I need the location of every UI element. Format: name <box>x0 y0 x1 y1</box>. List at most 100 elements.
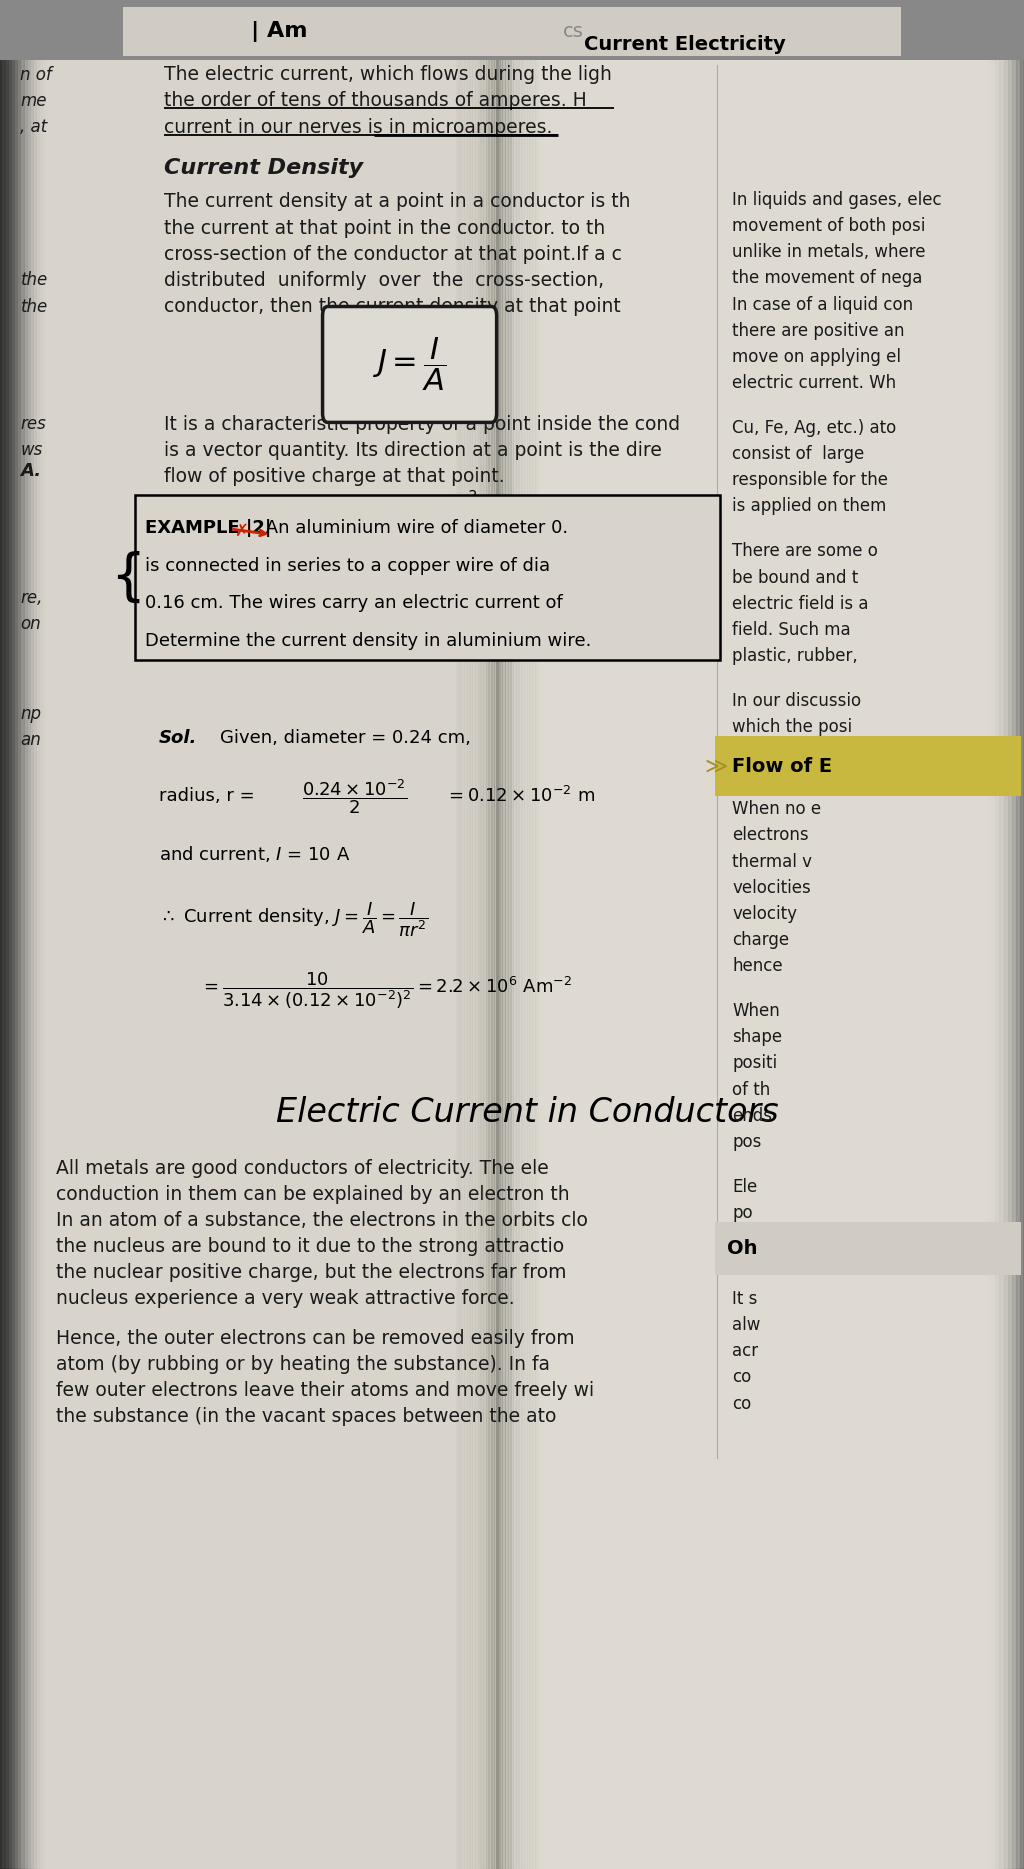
Bar <box>516 0 519 1869</box>
Bar <box>513 0 516 1869</box>
Bar <box>0 0 39 1869</box>
Text: the substance (in the vacant spaces between the ato: the substance (in the vacant spaces betw… <box>56 1407 557 1426</box>
Text: −2: −2 <box>458 490 478 503</box>
Text: Current Density: Current Density <box>164 159 362 178</box>
Text: 0.16 cm. The wires carry an electric current of: 0.16 cm. The wires carry an electric cur… <box>145 594 563 611</box>
Text: When: When <box>732 1002 780 1020</box>
Text: unlike in metals, where: unlike in metals, where <box>732 243 926 262</box>
Text: {: { <box>111 551 145 604</box>
Text: the nuclear positive charge, but the electrons far from: the nuclear positive charge, but the ele… <box>56 1263 567 1282</box>
FancyBboxPatch shape <box>135 495 720 660</box>
Bar <box>485 0 488 1869</box>
Bar <box>521 0 524 1869</box>
Text: the current at that point in the conductor. to th: the current at that point in the conduct… <box>164 219 605 237</box>
Text: on: on <box>20 615 41 634</box>
Text: Oh: Oh <box>727 1239 758 1258</box>
FancyBboxPatch shape <box>715 1222 1021 1275</box>
Text: All metals are good conductors of electricity. The ele: All metals are good conductors of electr… <box>56 1159 549 1177</box>
Text: electrons: electrons <box>732 826 809 845</box>
Bar <box>0 0 30 1869</box>
Text: electric field is a: electric field is a <box>732 594 868 613</box>
Polygon shape <box>512 0 1024 1869</box>
Bar <box>461 0 464 1869</box>
Bar <box>0 0 33 1869</box>
Text: electric current. Wh: electric current. Wh <box>732 374 896 392</box>
Text: field. Such ma: field. Such ma <box>732 621 851 639</box>
Text: nucleus experience a very weak attractive force.: nucleus experience a very weak attractiv… <box>56 1290 515 1308</box>
Bar <box>1008 0 1024 1869</box>
Bar <box>526 0 529 1869</box>
Bar <box>0 0 20 1869</box>
Bar <box>469 0 472 1869</box>
Text: is connected in series to a copper wire of dia: is connected in series to a copper wire … <box>145 557 551 574</box>
Bar <box>999 0 1024 1869</box>
Text: EXAMPLE |2|: EXAMPLE |2| <box>145 520 271 536</box>
Bar <box>502 0 505 1869</box>
Text: of th: of th <box>732 1080 770 1099</box>
Bar <box>510 0 513 1869</box>
Text: The electric current, which flows during the ligh: The electric current, which flows during… <box>164 65 611 84</box>
Text: Hence, the outer electrons can be removed easily from: Hence, the outer electrons can be remove… <box>56 1329 574 1348</box>
Text: few outer electrons leave their atoms and move freely wi: few outer electrons leave their atoms an… <box>56 1381 595 1400</box>
Bar <box>472 0 475 1869</box>
Text: A.: A. <box>20 462 42 480</box>
Bar <box>483 0 486 1869</box>
Bar <box>0 0 14 1869</box>
Text: It s: It s <box>732 1290 758 1308</box>
Text: me: me <box>20 92 47 110</box>
Bar <box>529 0 532 1869</box>
Text: The SI unit of current density is Am: The SI unit of current density is Am <box>164 501 496 520</box>
Text: In liquids and gases, elec: In liquids and gases, elec <box>732 191 942 209</box>
Bar <box>494 0 497 1869</box>
Text: current in our nerves is in microamperes.: current in our nerves is in microamperes… <box>164 118 552 136</box>
Text: an: an <box>20 731 41 749</box>
Text: alw: alw <box>732 1316 761 1334</box>
Bar <box>0 0 5 1869</box>
Text: | Am: | Am <box>251 21 307 43</box>
Text: It is a characteristic property of a point inside the cond: It is a characteristic property of a poi… <box>164 415 680 434</box>
Text: there are positive an: there are positive an <box>732 321 904 340</box>
Text: The current density at a point in a conductor is th: The current density at a point in a cond… <box>164 193 631 211</box>
Text: is a vector quantity. Its direction at a point is the dire: is a vector quantity. Its direction at a… <box>164 441 662 460</box>
Text: is carried by t: is carried by t <box>732 744 846 763</box>
Text: .: . <box>464 501 470 520</box>
Text: Cu, Fe, Ag, etc.) ato: Cu, Fe, Ag, etc.) ato <box>732 419 896 437</box>
Text: co: co <box>732 1394 752 1413</box>
Text: np: np <box>20 705 42 723</box>
Bar <box>535 0 538 1869</box>
Text: In an atom of a substance, the electrons in the orbits clo: In an atom of a substance, the electrons… <box>56 1211 588 1230</box>
Text: velocity: velocity <box>732 905 797 923</box>
Text: consist of  large: consist of large <box>732 445 864 464</box>
Bar <box>987 0 1024 1869</box>
Text: ends: ends <box>732 1106 772 1125</box>
Text: the movement of nega: the movement of nega <box>732 269 923 288</box>
Text: the: the <box>20 297 48 316</box>
Text: hence: hence <box>732 957 782 976</box>
Text: Flow of E: Flow of E <box>732 757 833 776</box>
Text: move on applying el: move on applying el <box>732 348 901 366</box>
Text: There are some o: There are some o <box>732 542 878 561</box>
Text: the: the <box>20 271 48 290</box>
Text: cross-section of the conductor at that point.If a c: cross-section of the conductor at that p… <box>164 245 622 264</box>
Text: flow of positive charge at that point.: flow of positive charge at that point. <box>164 467 505 486</box>
Text: $= 0.12 \times 10^{-2}$ m: $= 0.12 \times 10^{-2}$ m <box>445 787 596 806</box>
Text: , at: , at <box>20 118 48 136</box>
Text: cs: cs <box>563 22 584 41</box>
Text: is applied on them: is applied on them <box>732 497 887 516</box>
FancyBboxPatch shape <box>0 0 1024 60</box>
Text: atom (by rubbing or by heating the substance). In fa: atom (by rubbing or by heating the subst… <box>56 1355 550 1374</box>
Bar <box>1020 0 1024 1869</box>
Text: An aluminium wire of diameter 0.: An aluminium wire of diameter 0. <box>260 520 568 536</box>
Text: In case of a liquid con: In case of a liquid con <box>732 295 913 314</box>
Bar <box>500 0 503 1869</box>
Text: In our discussio: In our discussio <box>732 692 861 710</box>
Text: Given, diameter = 0.24 cm,: Given, diameter = 0.24 cm, <box>220 729 471 748</box>
Bar <box>456 0 459 1869</box>
Bar <box>0 0 17 1869</box>
Bar <box>0 0 36 1869</box>
Text: ≫: ≫ <box>705 757 728 776</box>
Text: co: co <box>732 1368 752 1387</box>
Text: which the posi: which the posi <box>732 718 852 736</box>
Bar <box>1004 0 1024 1869</box>
Text: ws: ws <box>20 441 43 460</box>
